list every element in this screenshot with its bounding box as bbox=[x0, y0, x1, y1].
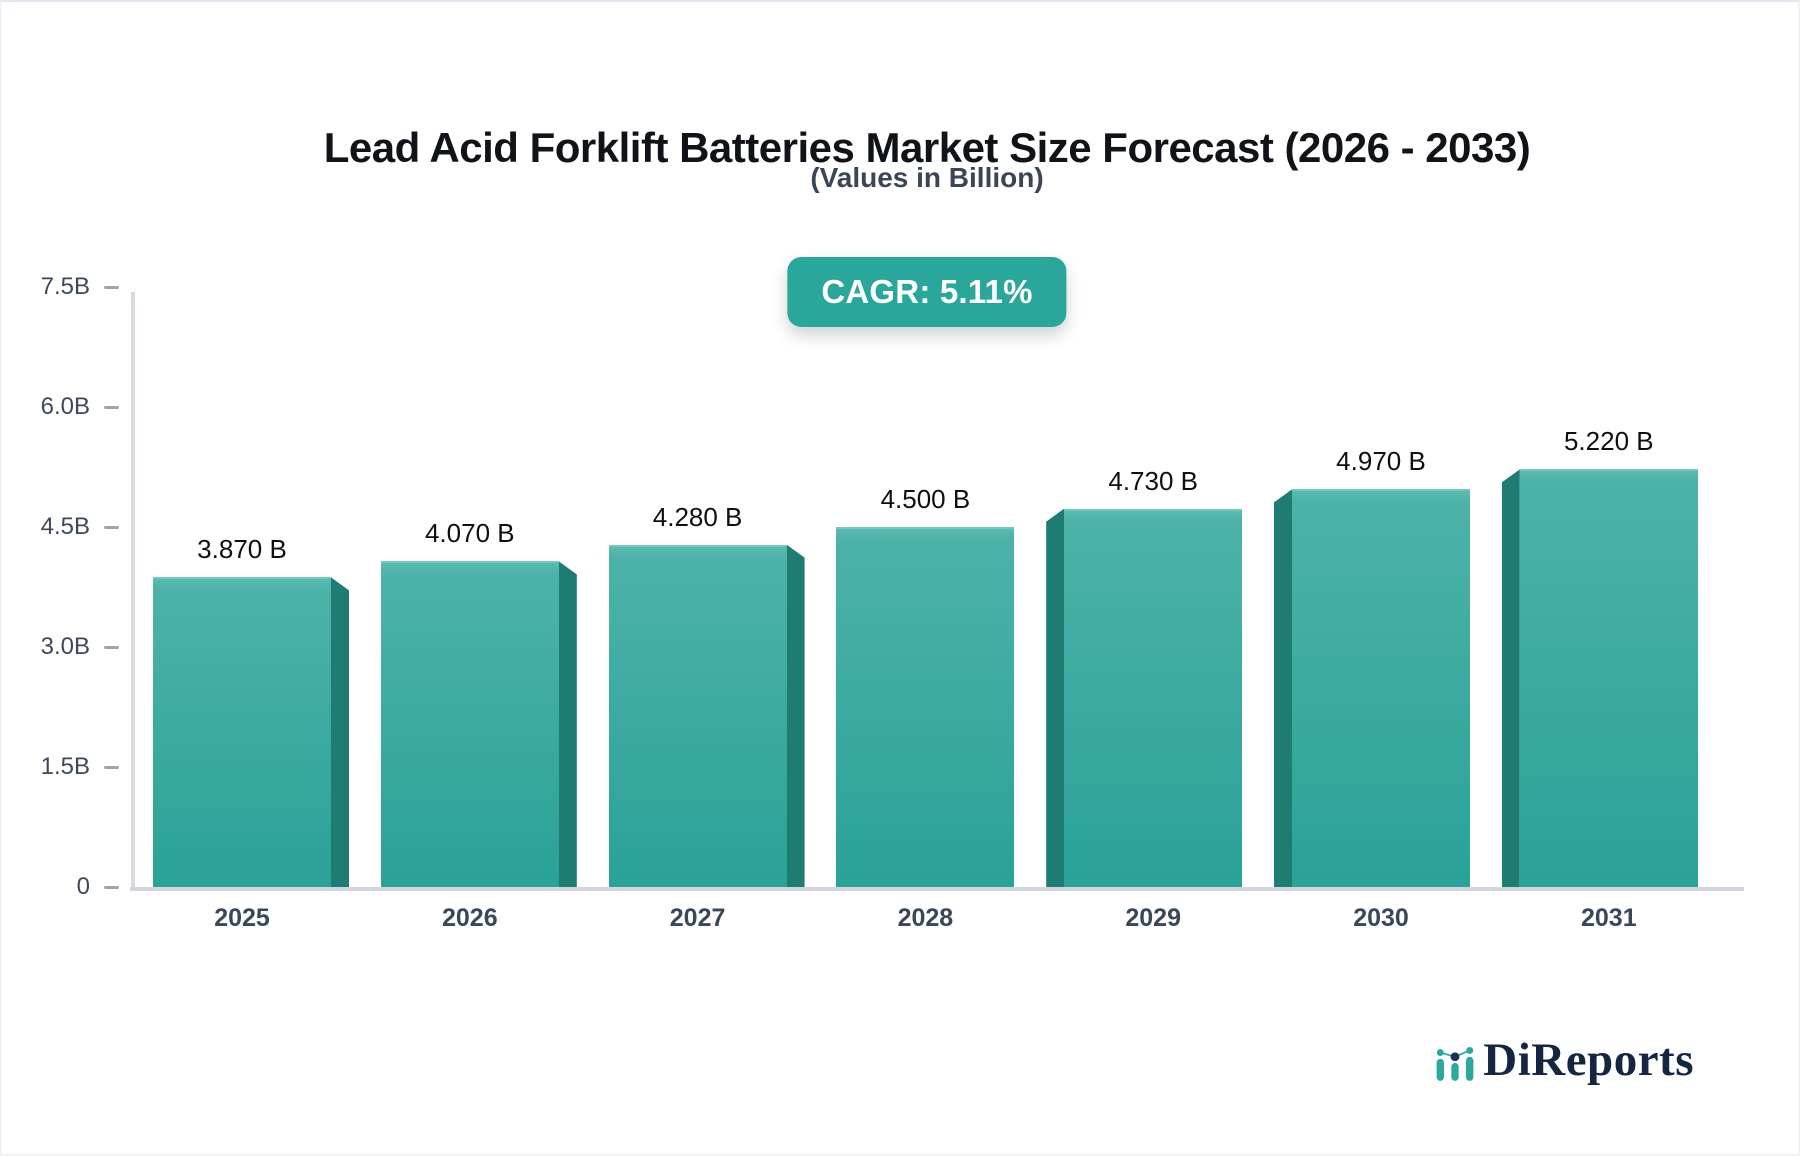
y-axis-tick-label-4.5B: 4.5B bbox=[40, 513, 90, 540]
y-axis-tick-mark bbox=[104, 765, 119, 769]
x-axis-label-2029: 2029 bbox=[1125, 904, 1181, 932]
bar-2026[interactable] bbox=[380, 561, 577, 887]
y-axis-tick-mark bbox=[104, 645, 119, 649]
bar-2029[interactable] bbox=[1046, 508, 1243, 887]
y-axis-tick-label-1.5B: 1.5B bbox=[40, 753, 90, 780]
bar-side-face bbox=[1274, 489, 1292, 887]
bar-2025[interactable] bbox=[153, 577, 349, 887]
bar-side-face bbox=[1501, 469, 1520, 887]
y-axis-tick-mark bbox=[104, 885, 119, 889]
x-axis-line bbox=[130, 887, 1744, 891]
y-axis-line bbox=[131, 292, 135, 887]
y-axis-tick-mark bbox=[104, 525, 119, 529]
bar-front-face bbox=[1064, 508, 1243, 887]
cagr-badge: CAGR: 5.11% bbox=[787, 257, 1067, 327]
chart-title: Lead Acid Forklift Batteries Market Size… bbox=[323, 124, 1531, 172]
x-axis-label-2026: 2026 bbox=[441, 904, 498, 932]
chart-subtitle: (Values in Billion) bbox=[810, 162, 1044, 193]
x-axis-label-2031: 2031 bbox=[1580, 904, 1637, 932]
bar-side-face bbox=[558, 561, 577, 887]
bar-value-label-2031: 5.220 B bbox=[1563, 426, 1654, 457]
y-axis-tick-mark bbox=[104, 405, 119, 409]
bar-front-face bbox=[836, 527, 1015, 887]
x-axis-label-2025: 2025 bbox=[214, 904, 270, 932]
bar-value-label-2027: 4.280 B bbox=[652, 501, 743, 532]
x-axis-label-2027: 2027 bbox=[669, 904, 726, 932]
bar-value-label-2028: 4.500 B bbox=[880, 484, 971, 514]
mini-bar-chart-logo-icon bbox=[1436, 1046, 1474, 1081]
cagr-badge-label: CAGR: 5.11% bbox=[821, 273, 1033, 310]
bar-side-face bbox=[786, 544, 805, 887]
bar-side-face bbox=[331, 577, 349, 887]
bar-front-face bbox=[153, 577, 331, 887]
bar-side-face bbox=[1046, 508, 1065, 887]
y-axis-tick-label-3.0B: 3.0B bbox=[40, 633, 90, 660]
x-axis-label-2030: 2030 bbox=[1353, 904, 1409, 932]
bar-2027[interactable] bbox=[608, 544, 805, 887]
bar-value-label-2025: 3.870 B bbox=[197, 534, 287, 565]
y-axis-tick-mark bbox=[104, 285, 119, 289]
bar-front-face bbox=[380, 561, 559, 887]
bar-value-label-2029: 4.730 B bbox=[1108, 465, 1198, 496]
direports-logo: DiReports bbox=[1434, 1034, 1694, 1086]
bar-value-label-2030: 4.970 B bbox=[1336, 446, 1426, 477]
bar-front-face bbox=[1292, 489, 1470, 887]
bar-front-face bbox=[608, 544, 787, 887]
bar-2030[interactable] bbox=[1274, 489, 1470, 887]
bar-front-face bbox=[1519, 469, 1698, 887]
y-axis-tick-label-7.5B: 7.5B bbox=[40, 273, 90, 300]
bar-2031[interactable] bbox=[1501, 469, 1698, 887]
bar-2028[interactable] bbox=[836, 527, 1015, 887]
y-axis-tick-label-0: 0 bbox=[76, 873, 90, 900]
x-axis-label-2028: 2028 bbox=[897, 904, 954, 932]
bar-value-label-2026: 4.070 B bbox=[424, 518, 515, 549]
y-axis-tick-label-6.0B: 6.0B bbox=[40, 393, 90, 420]
direports-logo-text: DiReports bbox=[1483, 1034, 1694, 1086]
